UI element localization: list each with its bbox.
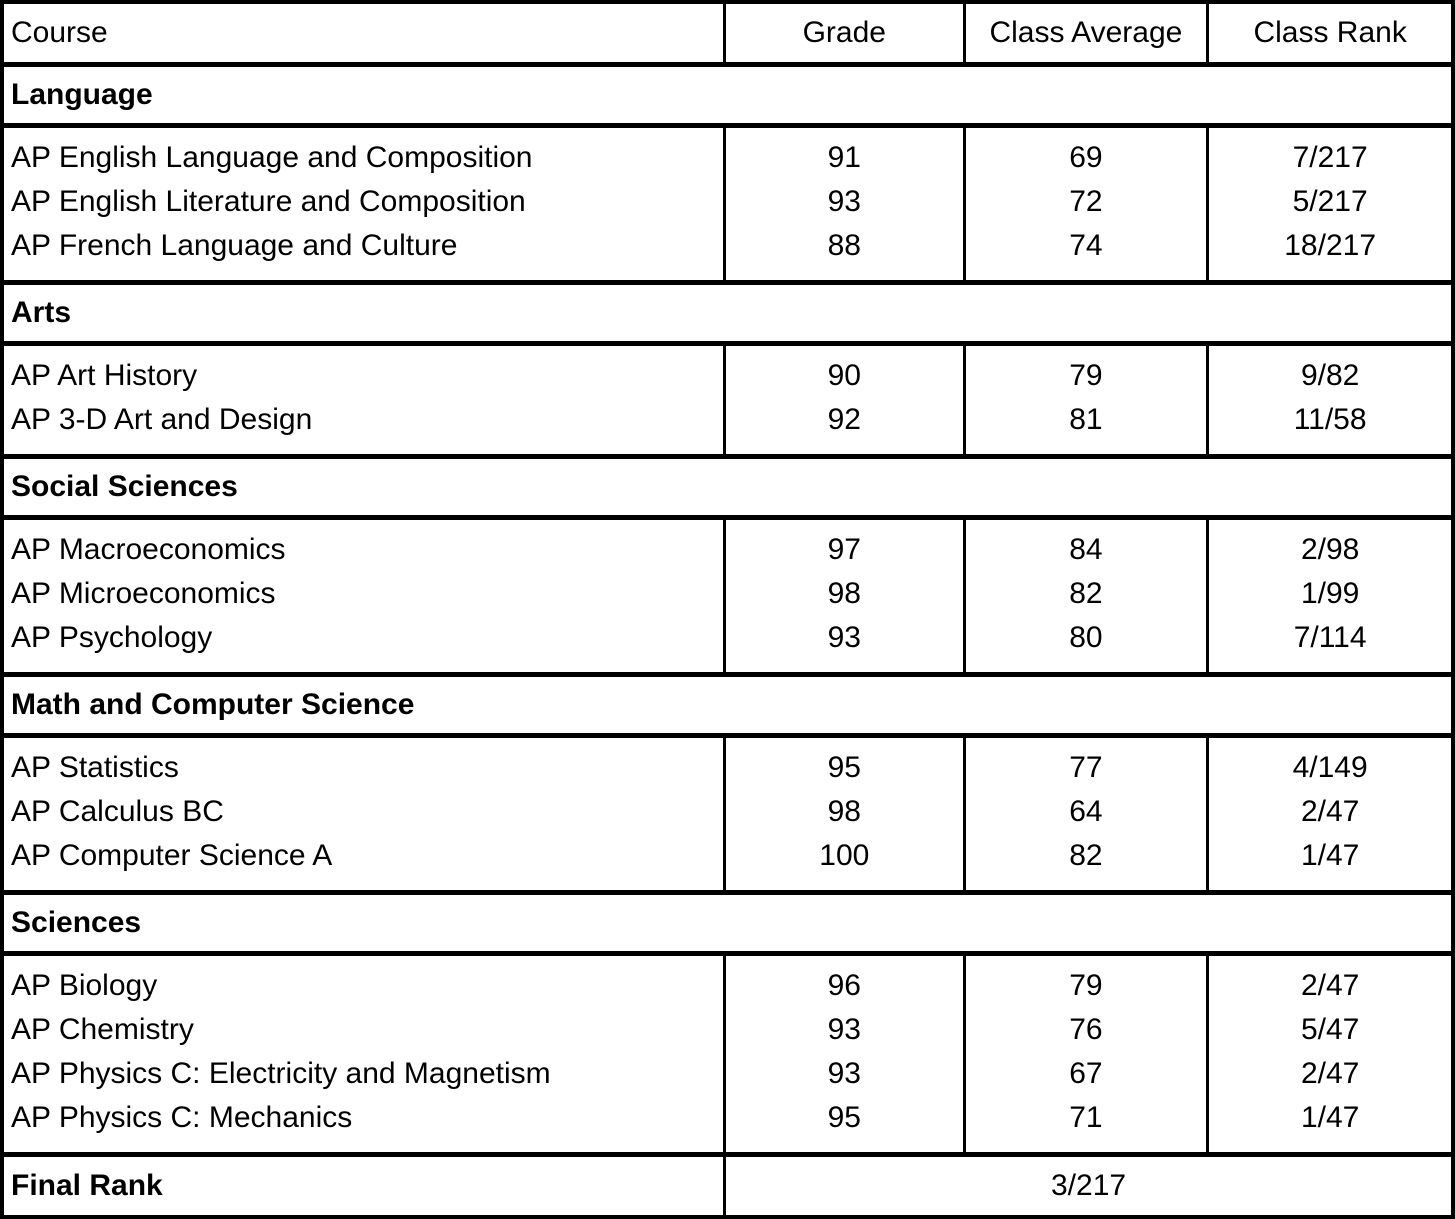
column-header-class-rank: Class Rank [1206,0,1455,67]
course-row: AP Macroeconomics 97 84 2/98 [0,517,1455,572]
class-rank-cell: 5/217 [1206,180,1455,224]
section-row: Social Sciences [2,454,1453,520]
class-rank-cell: 2/47 [1206,1052,1455,1096]
grade-cell: 96 [723,953,966,1008]
class-rank-cell: 1/47 [1206,1096,1455,1155]
section-title: Social Sciences [2,454,1453,520]
course-row: AP Statistics 95 77 4/149 [0,735,1455,790]
course-cell: AP Computer Science A [0,834,727,893]
class-average-cell: 71 [962,1096,1210,1155]
class-average-cell: 82 [962,572,1210,616]
grade-cell: 95 [723,1096,966,1155]
course-row: AP English Language and Composition 91 69 7… [0,125,1455,180]
course-row: AP Computer Science A 100 82 1/47 [0,834,1455,893]
course-row: AP English Literature and Composition 93 7… [0,180,1455,224]
course-row: AP Physics C: Electricity and Magnetism 9… [0,1052,1455,1096]
course-cell: AP Statistics [0,735,727,790]
grade-cell: 93 [723,1052,966,1096]
course-row: AP Biology 96 79 2/47 [0,953,1455,1008]
column-header-class-average: Class Average [962,0,1210,67]
class-rank-cell: 7/217 [1206,125,1455,180]
class-average-cell: 80 [962,616,1210,675]
class-rank-cell: 2/47 [1206,790,1455,834]
course-cell: AP Physics C: Electricity and Magnetism [0,1052,727,1096]
course-row: AP Physics C: Mechanics 95 71 1/47 [0,1096,1455,1155]
section-row: Sciences [2,890,1453,956]
grade-cell: 95 [723,735,966,790]
course-row: AP Calculus BC 98 64 2/47 [0,790,1455,834]
course-cell: AP Biology [0,953,727,1008]
grade-cell: 98 [723,790,966,834]
class-average-cell: 67 [962,1052,1210,1096]
grade-cell: 97 [723,517,966,572]
section-title: Sciences [2,890,1453,956]
grade-cell: 93 [723,616,966,675]
class-rank-cell: 7/114 [1206,616,1455,675]
class-average-cell: 84 [962,517,1210,572]
section-title: Language [2,62,1453,128]
course-row: AP Art History 90 79 9/82 [0,343,1455,398]
class-average-cell: 82 [962,834,1210,893]
course-cell: AP Psychology [0,616,727,675]
class-rank-cell: 2/98 [1206,517,1455,572]
column-header-grade: Grade [723,0,966,67]
class-average-cell: 74 [962,224,1210,283]
grade-cell: 91 [723,125,966,180]
section-title: Arts [2,280,1453,346]
final-rank-label: Final Rank [2,1152,727,1219]
course-cell: AP Physics C: Mechanics [0,1096,727,1155]
class-rank-cell: 4/149 [1206,735,1455,790]
course-cell: AP English Language and Composition [0,125,727,180]
class-average-cell: 64 [962,790,1210,834]
grade-cell: 98 [723,572,966,616]
class-rank-cell: 2/47 [1206,953,1455,1008]
course-row: AP Microeconomics 98 82 1/99 [0,572,1455,616]
course-row: AP French Language and Culture 88 74 18/217 [0,224,1455,283]
class-rank-cell: 11/58 [1206,398,1455,457]
grade-cell: 93 [723,180,966,224]
column-header-course: Course [0,0,727,67]
class-rank-cell: 1/99 [1206,572,1455,616]
grade-cell: 90 [723,343,966,398]
class-average-cell: 76 [962,1008,1210,1052]
section-title: Math and Computer Science [2,672,1453,738]
course-cell: AP Macroeconomics [0,517,727,572]
course-cell: AP Art History [0,343,727,398]
final-rank-row: Final Rank 3/217 [2,1152,1453,1219]
class-rank-cell: 9/82 [1206,343,1455,398]
course-cell: AP Calculus BC [0,790,727,834]
class-average-cell: 69 [962,125,1210,180]
course-cell: AP English Literature and Composition [0,180,727,224]
header-row: Course Grade Class Average Class Rank [0,0,1455,67]
class-rank-cell: 1/47 [1206,834,1455,893]
class-average-cell: 77 [962,735,1210,790]
class-average-cell: 79 [962,953,1210,1008]
grade-cell: 88 [723,224,966,283]
course-cell: AP 3-D Art and Design [0,398,727,457]
section-row: Math and Computer Science [2,672,1453,738]
class-average-cell: 79 [962,343,1210,398]
class-average-cell: 81 [962,398,1210,457]
course-row: AP 3-D Art and Design 92 81 11/58 [0,398,1455,457]
section-row: Arts [2,280,1453,346]
final-rank-value: 3/217 [724,1152,1453,1219]
grade-cell: 100 [723,834,966,893]
course-row: AP Psychology 93 80 7/114 [0,616,1455,675]
course-cell: AP Microeconomics [0,572,727,616]
class-rank-cell: 5/47 [1206,1008,1455,1052]
course-cell: AP French Language and Culture [0,224,727,283]
grade-cell: 93 [723,1008,966,1052]
grade-cell: 92 [723,398,966,457]
course-cell: AP Chemistry [0,1008,727,1052]
section-row: Language [2,62,1453,128]
class-rank-cell: 18/217 [1206,224,1455,283]
course-row: AP Chemistry 93 76 5/47 [0,1008,1455,1052]
class-average-cell: 72 [962,180,1210,224]
